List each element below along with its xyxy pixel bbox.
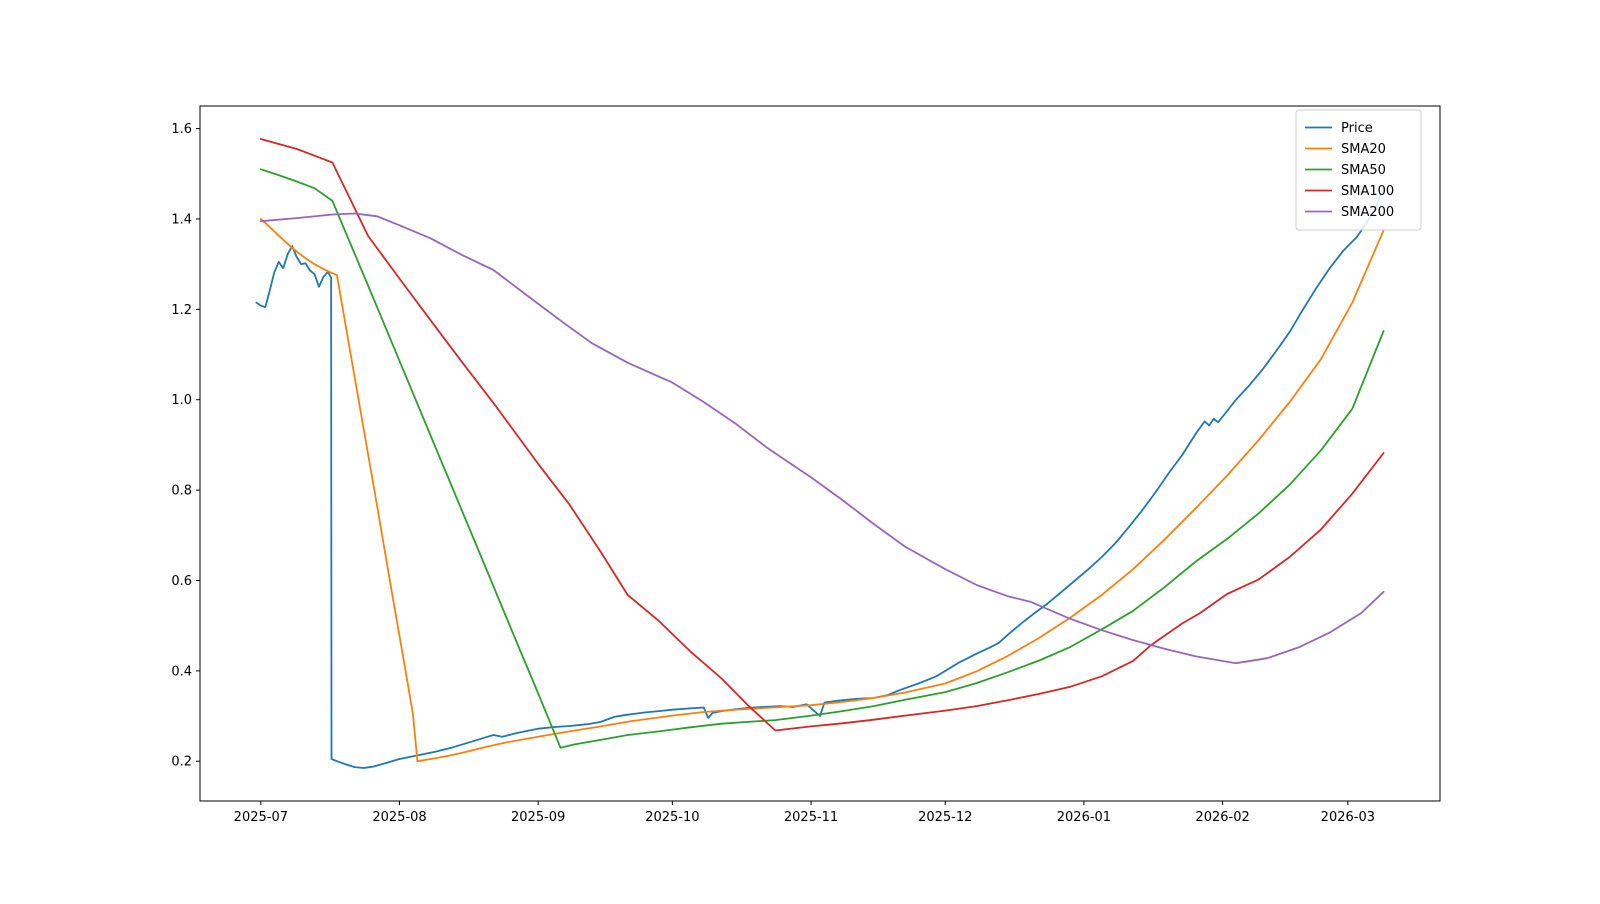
y-tick-label: 0.4: [171, 664, 192, 679]
y-tick-label: 0.6: [171, 574, 192, 589]
legend: Price SMA20 SMA50 SMA100 SMA200: [1295, 109, 1422, 231]
y-tick-label: 1.2: [171, 303, 192, 318]
x-tick-label: 2025-08: [372, 810, 426, 825]
y-tick-label: 1.0: [171, 393, 192, 408]
legend-label: SMA200: [1341, 205, 1394, 220]
y-tick-label: 1.6: [171, 122, 192, 137]
x-tick-label: 2026-02: [1195, 810, 1249, 825]
x-tick-label: 2025-07: [234, 810, 288, 825]
series-line-sma20: [259, 218, 1385, 763]
series-group: [255, 138, 1385, 769]
legend-label: SMA20: [1341, 142, 1386, 157]
y-tick-label: 0.2: [171, 755, 192, 770]
x-tick-label: 2025-09: [511, 810, 565, 825]
legend-label: Price: [1341, 121, 1373, 136]
x-tick-label: 2025-11: [784, 810, 838, 825]
x-tick-label: 2026-03: [1321, 810, 1375, 825]
x-tick-label: 2025-12: [918, 810, 972, 825]
legend-label: SMA50: [1341, 163, 1386, 178]
y-tick-label: 1.4: [171, 212, 192, 227]
plot-area: [200, 106, 1440, 801]
series-line-sma100: [259, 138, 1385, 732]
axes-spines: [199, 105, 1441, 802]
x-tick-label: 2026-01: [1057, 810, 1111, 825]
series-line-price: [255, 186, 1385, 769]
x-tick-label: 2025-10: [645, 810, 699, 825]
legend-label: SMA100: [1341, 184, 1394, 199]
y-tick-label: 0.8: [171, 484, 192, 499]
legend-frame: [1295, 109, 1422, 231]
series-line-sma200: [259, 212, 1385, 665]
